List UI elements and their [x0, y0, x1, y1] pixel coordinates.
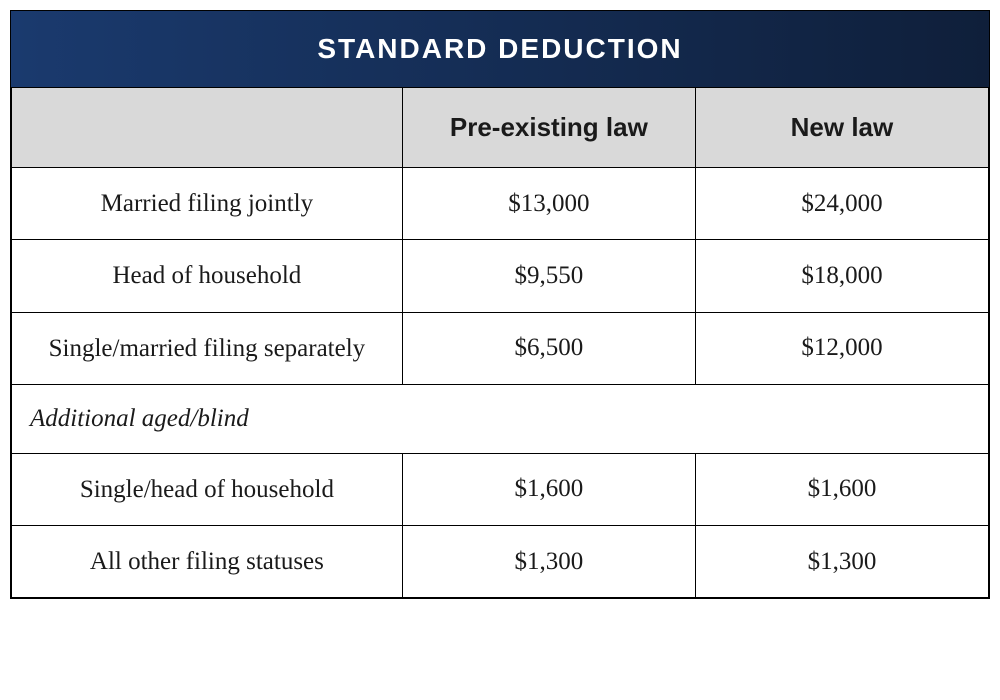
row-label: Single/head of household: [12, 453, 403, 525]
row-label: All other filing statuses: [12, 526, 403, 598]
row-pre-value: $13,000: [402, 168, 695, 240]
row-label: Single/married filing separately: [12, 312, 403, 384]
row-new-value: $24,000: [695, 168, 988, 240]
header-new-law: New law: [695, 88, 988, 168]
table-row: Head of household $9,550 $18,000: [12, 240, 989, 312]
table-row: Married filing jointly $13,000 $24,000: [12, 168, 989, 240]
row-new-value: $18,000: [695, 240, 988, 312]
subsection-label: Additional aged/blind: [12, 384, 989, 453]
subsection-header-row: Additional aged/blind: [12, 384, 989, 453]
row-label: Head of household: [12, 240, 403, 312]
header-row: Pre-existing law New law: [12, 88, 989, 168]
table-row: Single/married filing separately $6,500 …: [12, 312, 989, 384]
row-pre-value: $1,600: [402, 453, 695, 525]
table-row: Single/head of household $1,600 $1,600: [12, 453, 989, 525]
header-pre-existing: Pre-existing law: [402, 88, 695, 168]
table-title: STANDARD DEDUCTION: [11, 11, 989, 87]
table-body: Pre-existing law New law Married filing …: [11, 87, 989, 598]
row-pre-value: $6,500: [402, 312, 695, 384]
header-empty: [12, 88, 403, 168]
table-row: All other filing statuses $1,300 $1,300: [12, 526, 989, 598]
row-pre-value: $1,300: [402, 526, 695, 598]
row-new-value: $1,600: [695, 453, 988, 525]
row-new-value: $12,000: [695, 312, 988, 384]
row-new-value: $1,300: [695, 526, 988, 598]
deduction-table: STANDARD DEDUCTION Pre-existing law New …: [10, 10, 990, 599]
row-pre-value: $9,550: [402, 240, 695, 312]
row-label: Married filing jointly: [12, 168, 403, 240]
